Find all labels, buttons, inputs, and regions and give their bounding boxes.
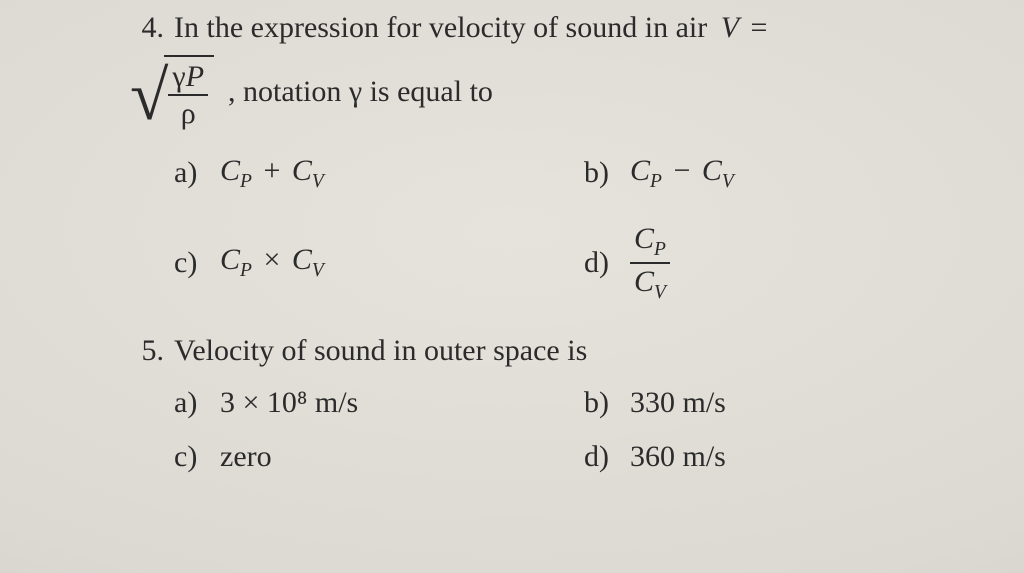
den-sub: V <box>654 282 666 303</box>
Cv-C: C <box>702 154 722 187</box>
option-label: a) <box>174 156 208 190</box>
q4-equals: = <box>747 11 768 44</box>
q4-option-d: d) CP CV <box>584 223 954 304</box>
q5-stem-text: Velocity of sound in outer space is <box>174 331 587 372</box>
q5-stem: 5. Velocity of sound in outer space is <box>130 331 954 372</box>
q5-options: a) 3 × 10⁸ m/s b) 330 m/s c) zero d) 360… <box>174 386 954 474</box>
q4-stem-line2: √ γP ρ , notation γ is equal to <box>130 55 954 130</box>
q4-options: a) CP + CV b) CP − CV c) CP × CV d) <box>174 154 954 304</box>
Cv-sub: V <box>312 171 324 192</box>
q5-option-a: a) 3 × 10⁸ m/s <box>174 386 544 420</box>
op-plus: + <box>259 154 284 187</box>
Cp-C: C <box>220 154 240 187</box>
option-text: 330 m/s <box>630 386 726 420</box>
num-sub: P <box>654 239 666 260</box>
option-text: 360 m/s <box>630 440 726 474</box>
fraction-gammaP-over-rho: γP ρ <box>168 61 208 130</box>
rho: ρ <box>177 98 200 130</box>
option-label: d) <box>584 440 618 474</box>
q4-var-V: V <box>715 11 739 44</box>
Cv-sub: V <box>312 260 324 281</box>
sqrt-expression: √ γP ρ <box>130 55 214 130</box>
textbook-page: 4. In the expression for velocity of sou… <box>0 0 1024 573</box>
Cp-C: C <box>220 243 240 276</box>
q5-option-d: d) 360 m/s <box>584 440 954 474</box>
gamma: γ <box>172 60 185 93</box>
Cv-sub: V <box>722 171 734 192</box>
q4-option-c: c) CP × CV <box>174 243 544 282</box>
option-label: b) <box>584 156 618 190</box>
q4-option-b: b) CP − CV <box>584 154 954 193</box>
num-C: C <box>634 222 654 255</box>
q5-option-b: b) 330 m/s <box>584 386 954 420</box>
den-C: C <box>634 265 654 298</box>
q4-stem-tail: , notation γ is equal to <box>228 75 493 109</box>
option-label: c) <box>174 246 208 280</box>
P: P <box>186 60 204 93</box>
fraction-Cp-over-Cv: CP CV <box>630 223 670 304</box>
option-text: zero <box>220 440 272 474</box>
Cp-sub: P <box>240 171 252 192</box>
q4-number: 4. <box>130 8 164 49</box>
Cv-C: C <box>292 243 312 276</box>
q4-stem-line1: 4. In the expression for velocity of sou… <box>130 8 954 49</box>
q4-option-a: a) CP + CV <box>174 154 544 193</box>
op-times: × <box>259 243 284 276</box>
radicand: γP ρ <box>164 55 214 130</box>
op-minus: − <box>669 154 694 187</box>
radical-sign: √ <box>130 72 166 121</box>
q5-option-c: c) zero <box>174 440 544 474</box>
q4-stem-text-1: In the expression for velocity of sound … <box>174 11 707 44</box>
Cp-C: C <box>630 154 650 187</box>
option-label: c) <box>174 440 208 474</box>
option-label: a) <box>174 386 208 420</box>
Cv-C: C <box>292 154 312 187</box>
Cp-sub: P <box>650 171 662 192</box>
q5-number: 5. <box>130 331 164 372</box>
Cp-sub: P <box>240 260 252 281</box>
option-text: 3 × 10⁸ m/s <box>220 386 358 420</box>
option-label: b) <box>584 386 618 420</box>
option-label: d) <box>584 246 618 280</box>
